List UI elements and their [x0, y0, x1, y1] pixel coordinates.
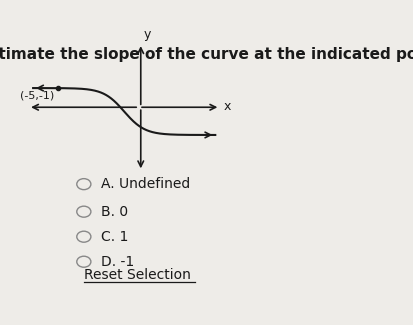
Text: C. 1: C. 1: [101, 230, 128, 244]
Text: A. Undefined: A. Undefined: [101, 177, 190, 191]
Text: Estimate the slope of the curve at the indicated point.: Estimate the slope of the curve at the i…: [0, 46, 413, 61]
Text: Reset Selection: Reset Selection: [83, 268, 190, 282]
Text: B. 0: B. 0: [101, 205, 128, 219]
Text: D. -1: D. -1: [101, 255, 134, 269]
Text: x: x: [223, 100, 230, 113]
Text: (-5,-1): (-5,-1): [20, 90, 55, 100]
Text: y: y: [143, 28, 150, 41]
